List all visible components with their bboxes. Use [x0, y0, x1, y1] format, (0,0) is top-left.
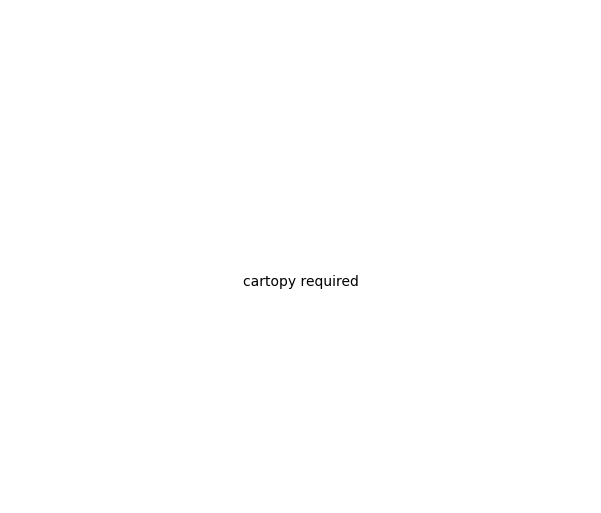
- Text: cartopy required: cartopy required: [243, 275, 358, 289]
